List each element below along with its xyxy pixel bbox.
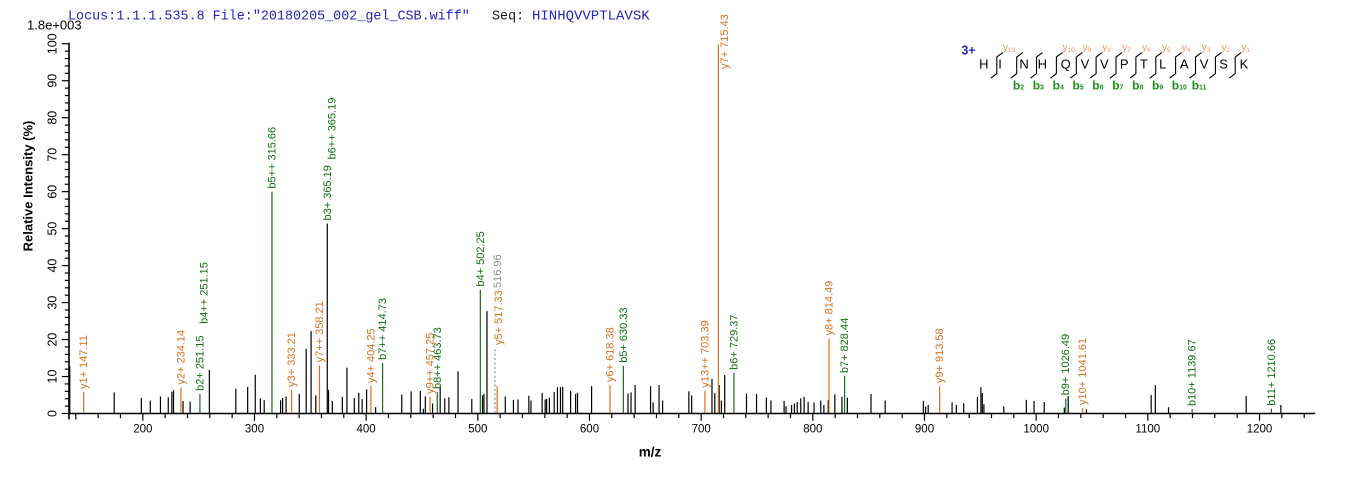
svg-text:y3+ 333.21: y3+ 333.21: [286, 332, 298, 387]
svg-text:50: 50: [46, 222, 60, 236]
svg-text:20: 20: [46, 333, 60, 347]
svg-text:H: H: [979, 57, 988, 72]
svg-text:y6: y6: [1142, 43, 1151, 55]
svg-text:y9: y9: [1083, 43, 1092, 55]
svg-text:b10+ 1139.67: b10+ 1139.67: [1187, 339, 1199, 406]
svg-text:b4++ 251.15: b4++ 251.15: [198, 262, 210, 324]
svg-text:L: L: [1159, 57, 1166, 72]
svg-text:b4: b4: [1053, 79, 1064, 93]
svg-text:b5: b5: [1073, 79, 1084, 93]
svg-text:y13: y13: [1003, 43, 1016, 55]
svg-text:60: 60: [46, 185, 60, 199]
svg-text:b3+ 365.19: b3+ 365.19: [322, 165, 334, 220]
svg-text:V: V: [1200, 57, 1209, 72]
svg-text:b5+ 630.33: b5+ 630.33: [618, 307, 630, 362]
svg-text:y8+ 814.49: y8+ 814.49: [824, 281, 836, 336]
svg-text:1100: 1100: [1135, 424, 1160, 436]
svg-text:b2: b2: [1013, 79, 1024, 93]
svg-text:300: 300: [245, 424, 264, 436]
svg-text:1000: 1000: [1023, 424, 1049, 436]
svg-text:N: N: [1019, 57, 1028, 72]
svg-text:y9++ 457.25: y9++ 457.25: [425, 333, 437, 394]
svg-text:30: 30: [46, 296, 60, 310]
svg-text:b2+ 251.15: b2+ 251.15: [194, 336, 206, 391]
svg-text:y4+ 404.25: y4+ 404.25: [365, 328, 377, 383]
svg-text:y2: y2: [1222, 43, 1231, 55]
svg-text:m/z: m/z: [639, 445, 662, 460]
svg-text:b7: b7: [1112, 79, 1123, 93]
svg-text:b5++ 315.66: b5++ 315.66: [266, 127, 278, 189]
svg-text:900: 900: [915, 424, 934, 436]
svg-text:y8: y8: [1102, 43, 1111, 55]
svg-text:400: 400: [357, 424, 376, 436]
svg-text:516.96: 516.96: [492, 254, 504, 288]
svg-text:y10: y10: [1063, 43, 1076, 55]
svg-text:b4+ 502.25: b4+ 502.25: [475, 231, 487, 286]
svg-text:b11+ 1210.66: b11+ 1210.66: [1266, 339, 1278, 406]
svg-text:3+: 3+: [961, 44, 975, 58]
svg-text:y5: y5: [1162, 43, 1171, 55]
svg-text:y3: y3: [1202, 43, 1211, 55]
svg-text:A: A: [1180, 57, 1189, 72]
svg-text:V: V: [1081, 57, 1090, 72]
svg-text:y5+ 517.33: y5+ 517.33: [493, 290, 505, 345]
svg-text:0: 0: [46, 410, 60, 417]
svg-text:H: H: [1038, 57, 1047, 72]
svg-text:b6+ 729.37: b6+ 729.37: [728, 314, 740, 369]
svg-text:Q: Q: [1061, 57, 1071, 72]
svg-text:80: 80: [46, 111, 60, 125]
svg-text:b8: b8: [1132, 79, 1143, 93]
svg-text:b9+ 1026.49: b9+ 1026.49: [1060, 334, 1072, 395]
svg-text:90: 90: [46, 74, 60, 88]
svg-text:700: 700: [692, 424, 711, 436]
svg-text:500: 500: [468, 424, 487, 436]
svg-text:70: 70: [46, 148, 60, 162]
svg-text:y13++ 703.39: y13++ 703.39: [699, 320, 711, 387]
svg-text:y6+ 618.38: y6+ 618.38: [605, 327, 617, 382]
svg-text:b7+ 828.44: b7+ 828.44: [839, 318, 851, 373]
svg-text:V: V: [1100, 57, 1109, 72]
svg-text:T: T: [1140, 57, 1148, 72]
svg-text:I: I: [998, 57, 1002, 72]
svg-text:y7: y7: [1122, 43, 1131, 55]
svg-text:40: 40: [46, 259, 60, 273]
svg-text:100: 100: [46, 33, 60, 54]
svg-text:800: 800: [803, 424, 822, 436]
svg-text:1200: 1200: [1247, 424, 1273, 436]
svg-text:600: 600: [580, 424, 599, 436]
svg-text:200: 200: [133, 424, 152, 436]
svg-text:1.8e+003: 1.8e+003: [27, 18, 82, 33]
svg-text:b9: b9: [1152, 79, 1163, 93]
svg-text:b6: b6: [1092, 79, 1103, 93]
svg-text:b8++ 463.73: b8++ 463.73: [432, 327, 444, 389]
svg-text:K: K: [1240, 57, 1249, 72]
svg-text:y4: y4: [1182, 43, 1191, 55]
svg-text:y1+ 147.11: y1+ 147.11: [78, 335, 90, 389]
svg-text:y9+ 913.58: y9+ 913.58: [934, 328, 946, 383]
svg-text:y2+ 234.14: y2+ 234.14: [175, 330, 187, 385]
svg-text:y1: y1: [1241, 43, 1250, 55]
svg-text:S: S: [1219, 57, 1228, 72]
svg-text:Locus:1.1.1.535.8 File:"201802: Locus:1.1.1.535.8 File:"20180205_002_gel…: [68, 10, 470, 25]
svg-text:y7+ 715.43: y7+ 715.43: [719, 14, 731, 69]
svg-text:b3: b3: [1033, 79, 1044, 93]
svg-text:10: 10: [46, 370, 60, 384]
svg-text:y10+ 1041.61: y10+ 1041.61: [1077, 338, 1089, 405]
svg-text:Seq:: Seq:: [492, 10, 524, 25]
svg-text:b6++ 365.19: b6++ 365.19: [326, 98, 338, 160]
svg-text:y7++ 358.21: y7++ 358.21: [314, 301, 326, 362]
svg-text:P: P: [1120, 57, 1129, 72]
svg-text:HINHQVVPTLAVSK: HINHQVVPTLAVSK: [532, 9, 650, 25]
svg-text:b7++ 414.73: b7++ 414.73: [377, 298, 389, 360]
svg-text:Relative Intensity (%): Relative Intensity (%): [21, 121, 36, 252]
